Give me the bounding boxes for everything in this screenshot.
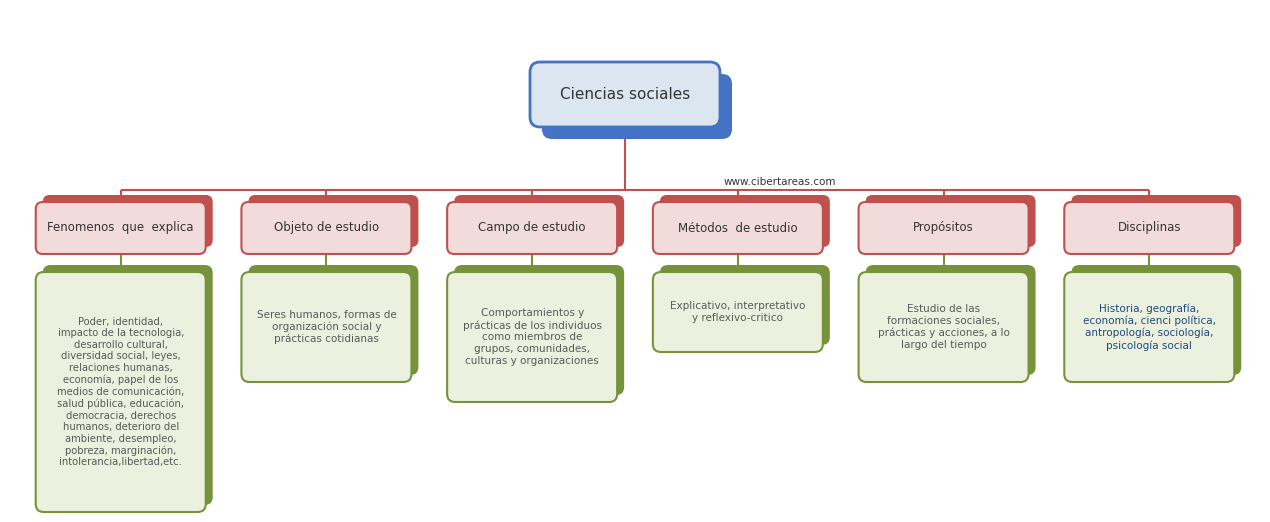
FancyBboxPatch shape (653, 202, 823, 254)
Text: Historia, geografía,
economía, cienci política,
antropología, sociología,
psicol: Historia, geografía, economía, cienci po… (1083, 303, 1215, 351)
FancyBboxPatch shape (859, 272, 1029, 382)
FancyBboxPatch shape (36, 202, 206, 254)
Text: Fenomenos  que  explica: Fenomenos que explica (47, 221, 194, 234)
Text: Campo de estudio: Campo de estudio (479, 221, 585, 234)
Text: www.cibertareas.com: www.cibertareas.com (724, 177, 836, 187)
Text: Poder, identidad,
impacto de la tecnologia,
desarrollo cultural,
diversidad soci: Poder, identidad, impacto de la tecnolog… (57, 316, 184, 468)
FancyBboxPatch shape (447, 272, 617, 402)
Text: Disciplinas: Disciplinas (1118, 221, 1181, 234)
Text: Explicativo, interpretativo
y reflexivo-critico: Explicativo, interpretativo y reflexivo-… (671, 301, 805, 323)
FancyBboxPatch shape (447, 202, 617, 254)
FancyBboxPatch shape (455, 265, 624, 395)
FancyBboxPatch shape (1064, 202, 1234, 254)
FancyBboxPatch shape (660, 195, 829, 247)
FancyBboxPatch shape (249, 195, 418, 247)
FancyBboxPatch shape (249, 265, 418, 375)
Text: Estudio de las
formaciones sociales,
prácticas y acciones, a lo
largo del tiempo: Estudio de las formaciones sociales, prá… (878, 304, 1010, 350)
Text: Métodos  de estudio: Métodos de estudio (678, 221, 798, 234)
Text: Objeto de estudio: Objeto de estudio (274, 221, 378, 234)
Text: Seres humanos, formas de
organización social y
prácticas cotidianas: Seres humanos, formas de organización so… (257, 310, 396, 344)
FancyBboxPatch shape (653, 272, 823, 352)
FancyBboxPatch shape (530, 62, 720, 127)
FancyBboxPatch shape (866, 195, 1035, 247)
FancyBboxPatch shape (1064, 272, 1234, 382)
Text: Propósitos: Propósitos (913, 221, 974, 234)
FancyBboxPatch shape (866, 265, 1035, 375)
FancyBboxPatch shape (43, 195, 212, 247)
FancyBboxPatch shape (241, 202, 411, 254)
Text: Comportamientos y
prácticas de los individuos
como miembros de
grupos, comunidad: Comportamientos y prácticas de los indiv… (462, 309, 602, 365)
FancyBboxPatch shape (36, 272, 206, 512)
FancyBboxPatch shape (1072, 195, 1241, 247)
FancyBboxPatch shape (660, 265, 829, 345)
FancyBboxPatch shape (455, 195, 624, 247)
FancyBboxPatch shape (43, 265, 212, 505)
FancyBboxPatch shape (1072, 265, 1241, 375)
Text: Ciencias sociales: Ciencias sociales (560, 87, 690, 102)
FancyBboxPatch shape (542, 74, 732, 139)
FancyBboxPatch shape (241, 272, 411, 382)
FancyBboxPatch shape (859, 202, 1029, 254)
